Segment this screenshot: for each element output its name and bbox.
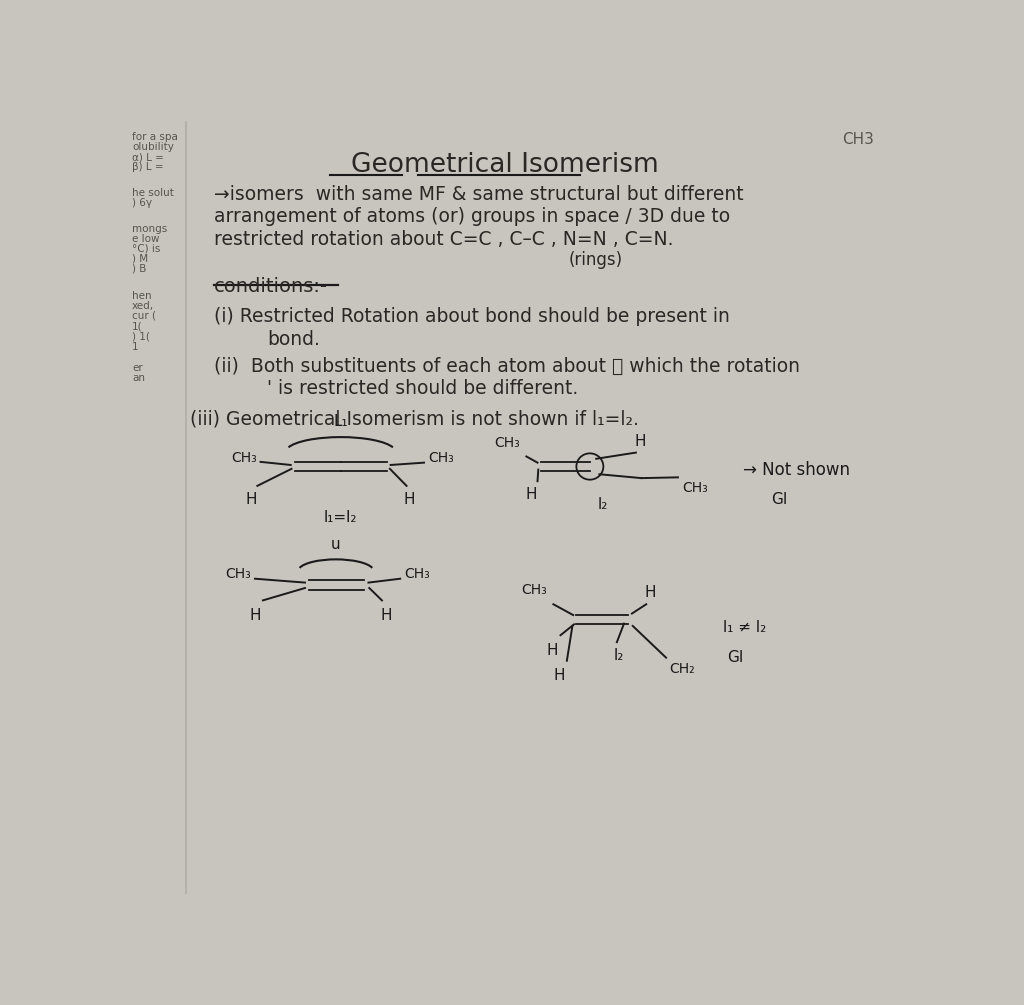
Text: CH₃: CH₃	[428, 451, 454, 465]
Text: H: H	[644, 585, 656, 600]
Text: CH₃: CH₃	[225, 567, 251, 581]
Text: GI: GI	[771, 492, 787, 508]
Text: CH₃: CH₃	[682, 481, 708, 495]
Text: u: u	[331, 538, 341, 553]
Text: H: H	[249, 608, 261, 623]
Text: mongs: mongs	[132, 223, 167, 233]
Text: 1(: 1(	[132, 322, 142, 332]
Text: CH₃: CH₃	[521, 583, 547, 597]
Text: for a spa: for a spa	[132, 133, 178, 143]
Text: (rings): (rings)	[568, 250, 623, 268]
Text: CH₃: CH₃	[495, 436, 520, 450]
Text: hen: hen	[132, 290, 152, 300]
Text: β) L =: β) L =	[132, 163, 164, 173]
Text: H: H	[404, 492, 416, 508]
Text: → Not shown: → Not shown	[743, 461, 850, 479]
Text: (iii) Geometrical Isomerism is not shown if l₁=l₂.: (iii) Geometrical Isomerism is not shown…	[189, 409, 639, 428]
Text: conditions:-: conditions:-	[214, 277, 328, 295]
Text: l₂: l₂	[613, 648, 624, 663]
Text: H: H	[634, 434, 645, 448]
Text: an: an	[132, 373, 145, 383]
Text: arrangement of atoms (or) groups in space / 3D due to: arrangement of atoms (or) groups in spac…	[214, 207, 730, 226]
Text: l₁=l₂: l₁=l₂	[324, 510, 357, 525]
Text: H: H	[553, 668, 564, 683]
Text: H: H	[547, 643, 558, 658]
Text: 1: 1	[132, 342, 138, 352]
Text: H: H	[380, 608, 391, 623]
Text: ) 1(: ) 1(	[132, 332, 150, 342]
Text: CH₃: CH₃	[230, 451, 257, 465]
Text: (i) Restricted Rotation about bond should be present in: (i) Restricted Rotation about bond shoul…	[214, 308, 729, 326]
Text: l₂: l₂	[597, 496, 608, 512]
Text: l₁ ≠ l₂: l₁ ≠ l₂	[723, 620, 766, 635]
Text: olubility: olubility	[132, 143, 174, 153]
Text: ) B: ) B	[132, 263, 146, 273]
Text: H: H	[246, 492, 257, 508]
Text: L₁: L₁	[334, 414, 348, 428]
Text: °C) is: °C) is	[132, 243, 161, 253]
Text: restricted rotation about C=C , C–C , N=N , C=N.: restricted rotation about C=C , C–C , N=…	[214, 230, 673, 249]
Text: →isomers  with same MF & same structural but different: →isomers with same MF & same structural …	[214, 185, 743, 204]
Text: CH3: CH3	[842, 133, 873, 147]
Text: cur (: cur (	[132, 311, 156, 321]
Text: Geometrical Isomerism: Geometrical Isomerism	[351, 152, 658, 178]
Text: ' is restricted should be different.: ' is restricted should be different.	[267, 379, 579, 398]
Text: he solut: he solut	[132, 188, 174, 198]
Text: α) L =: α) L =	[132, 153, 164, 163]
Text: er: er	[132, 363, 142, 373]
Text: H: H	[525, 487, 537, 502]
Text: (ii)  Both substituents of each atom about ⓐ which the rotation: (ii) Both substituents of each atom abou…	[214, 357, 800, 376]
Text: e low: e low	[132, 233, 160, 243]
Text: ) 6γ: ) 6γ	[132, 198, 153, 208]
Text: CH₃: CH₃	[404, 567, 430, 581]
Text: xed,: xed,	[132, 300, 154, 311]
Text: GI: GI	[727, 650, 743, 665]
Text: CH₂: CH₂	[670, 662, 695, 676]
Text: bond.: bond.	[267, 330, 319, 349]
Text: ) M: ) M	[132, 253, 148, 263]
